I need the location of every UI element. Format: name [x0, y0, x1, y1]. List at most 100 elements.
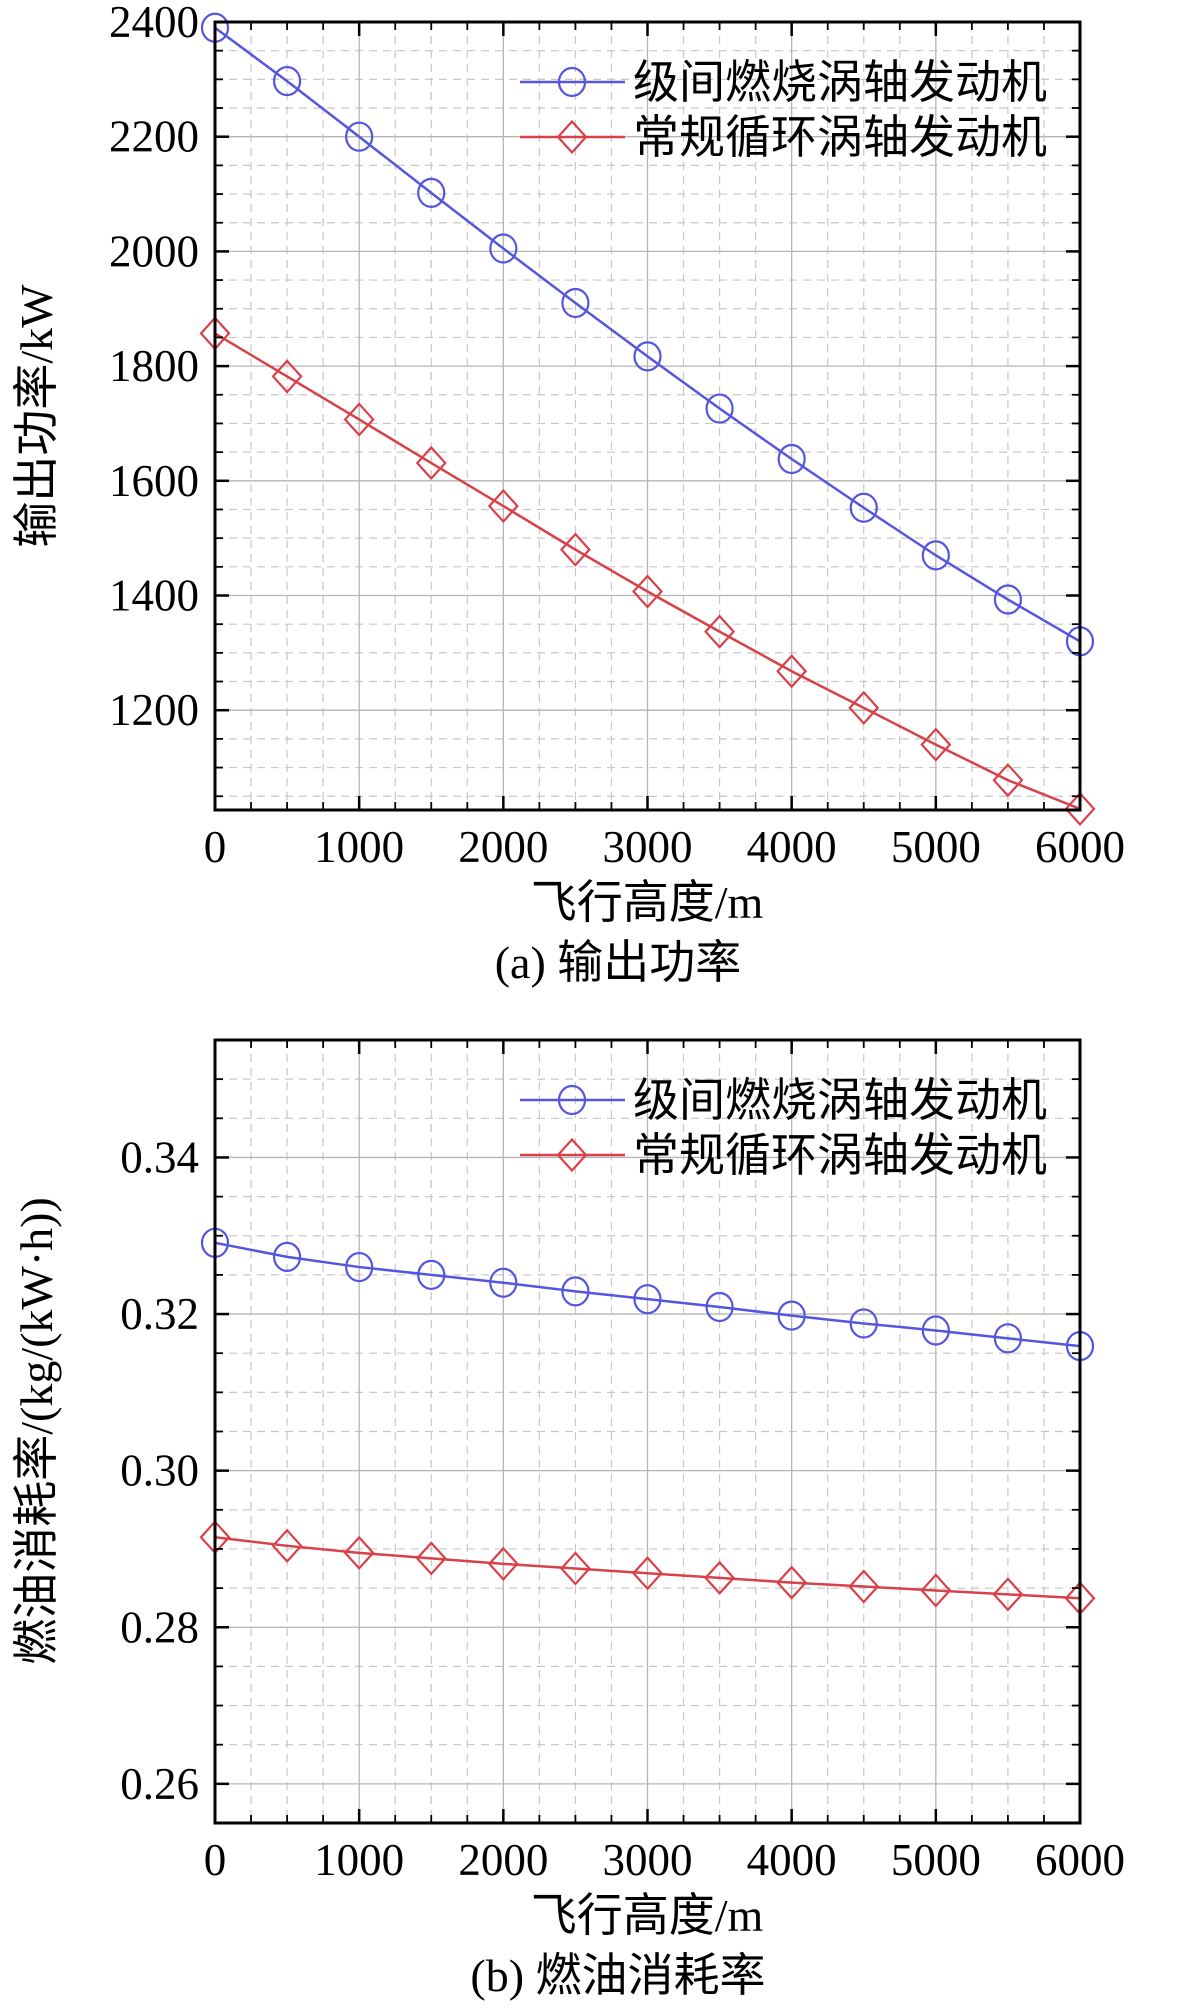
x-tick-label: 6000 — [1035, 822, 1125, 872]
legend-label: 级间燃烧涡轴发动机 — [633, 1075, 1047, 1126]
diamond-marker-icon — [487, 488, 519, 524]
circle-marker-icon — [272, 65, 302, 97]
circle-marker-icon — [633, 1284, 662, 1315]
tick-marks — [213, 20, 1082, 810]
circle-marker-icon — [993, 1323, 1023, 1354]
legend-item: 常规循环涡轴发动机 — [520, 112, 1047, 163]
diamond-marker-icon — [848, 1569, 880, 1604]
y-tick-label: 1200 — [109, 685, 199, 735]
y-tick-label: 0.34 — [120, 1132, 199, 1182]
diamond-marker-icon — [632, 1556, 663, 1591]
x-tick-label: 5000 — [891, 1835, 981, 1885]
diamond-marker-icon — [776, 654, 808, 689]
diamond-marker-icon — [343, 1535, 375, 1571]
x-tick-label: 2000 — [458, 1835, 548, 1885]
x-tick-label: 2000 — [458, 822, 548, 872]
circle-marker-icon — [705, 393, 734, 424]
diamond-marker-icon — [632, 574, 663, 609]
y-tick-labels: 0.26 0.28 0.30 0.32 0.34 — [120, 1132, 199, 1808]
circle-marker-icon — [561, 1276, 590, 1307]
circle-marker-icon — [489, 1267, 518, 1298]
legend-item: 级间燃烧涡轴发动机 — [520, 57, 1047, 108]
caption-b: (b) 燃油消耗率 — [470, 1950, 765, 2001]
circle-marker-icon — [705, 1291, 734, 1323]
circle-marker-icon — [849, 492, 878, 523]
legend-item: 常规循环涡轴发动机 — [520, 1130, 1047, 1181]
circle-marker-icon — [272, 1241, 302, 1272]
diamond-marker-icon — [487, 1546, 519, 1581]
y-tick-labels: 1200 1400 1600 1800 2000 2200 2400 — [109, 0, 199, 735]
diamond-marker-icon — [556, 119, 588, 155]
series-line — [214, 1241, 1081, 1348]
diamond-marker-icon — [271, 359, 303, 394]
x-tick-label: 1000 — [314, 822, 404, 872]
diamond-marker-icon — [704, 1560, 736, 1596]
x-tick-label: 3000 — [603, 822, 693, 872]
y-axis-title-power: 输出功率/kW — [11, 284, 62, 548]
y-tick-label: 0.26 — [120, 1759, 199, 1809]
series-line — [214, 1535, 1081, 1600]
y-tick-label: 1400 — [109, 571, 199, 621]
circle-marker-icon — [489, 233, 518, 264]
diamond-marker-icon — [559, 532, 591, 567]
y-tick-label: 0.28 — [120, 1602, 199, 1652]
y-tick-label: 2000 — [109, 226, 199, 276]
x-tick-label: 4000 — [747, 1835, 837, 1885]
circle-marker-icon — [557, 66, 587, 98]
diamond-marker-icon — [343, 402, 375, 437]
y-tick-label: 1800 — [109, 341, 199, 391]
diamond-marker-icon — [271, 1528, 303, 1563]
x-tick-label: 0 — [204, 1835, 227, 1885]
x-axis-title-sfc: 飞行高度/m — [531, 1890, 764, 1941]
legend-label: 常规循环涡轴发动机 — [633, 1130, 1047, 1181]
tick-marks — [213, 1040, 1082, 1823]
y-tick-label: 0.32 — [120, 1289, 199, 1339]
y-tick-label: 0.30 — [120, 1446, 199, 1496]
diamond-marker-icon — [848, 690, 880, 726]
x-tick-label: 3000 — [603, 1835, 693, 1885]
x-tick-label: 1000 — [314, 1835, 404, 1885]
circle-marker-icon — [777, 1300, 806, 1331]
circle-marker-icon — [417, 177, 446, 209]
x-tick-label: 4000 — [747, 822, 837, 872]
caption-a: (a) 输出功率 — [495, 937, 742, 988]
circle-marker-icon — [345, 121, 374, 152]
circle-marker-icon — [921, 540, 950, 571]
circle-marker-icon — [557, 1084, 587, 1116]
x-tick-labels: 0 1000 2000 3000 4000 5000 6000 — [204, 822, 1125, 872]
diamond-marker-icon — [992, 763, 1024, 798]
circle-marker-icon — [849, 1308, 878, 1339]
diamond-marker-icon — [920, 1573, 952, 1608]
series-0 — [200, 12, 1095, 657]
circle-marker-icon — [417, 1259, 446, 1291]
diamond-marker-icon — [415, 445, 447, 481]
y-tick-label: 2200 — [109, 112, 199, 162]
y-tick-label: 2400 — [109, 0, 199, 47]
x-tick-labels: 0 1000 2000 3000 4000 5000 6000 — [204, 1835, 1125, 1885]
series-1 — [199, 316, 1096, 826]
circle-marker-icon — [921, 1315, 950, 1346]
circle-marker-icon — [345, 1251, 374, 1283]
series-1 — [199, 1520, 1096, 1616]
diamond-marker-icon — [992, 1577, 1024, 1612]
series-line — [214, 332, 1081, 811]
sfc-chart: 0 1000 2000 3000 4000 5000 6000 0.26 0.28 0.30 0.3… — [120, 1038, 1125, 1885]
diamond-marker-icon — [415, 1541, 447, 1576]
diamond-marker-icon — [920, 727, 952, 762]
x-axis-title-power: 飞行高度/m — [531, 877, 764, 928]
series-line — [214, 26, 1081, 643]
diamond-marker-icon — [559, 1551, 591, 1586]
power-chart: 0 1000 2000 3000 4000 5000 6000 1200 1400 1600 180… — [109, 0, 1125, 872]
legend-label: 级间燃烧涡轴发动机 — [633, 57, 1047, 108]
diamond-marker-icon — [704, 614, 736, 649]
circle-marker-icon — [561, 287, 590, 319]
x-tick-label: 6000 — [1035, 1835, 1125, 1885]
y-axis-title-sfc: 燃油消耗率/(kg/(kW·h)) — [11, 1197, 62, 1665]
diamond-marker-icon — [776, 1565, 808, 1600]
legend-item: 级间燃烧涡轴发动机 — [520, 1075, 1047, 1126]
circle-marker-icon — [993, 584, 1023, 615]
x-tick-label: 5000 — [891, 822, 981, 872]
diamond-marker-icon — [556, 1137, 588, 1173]
